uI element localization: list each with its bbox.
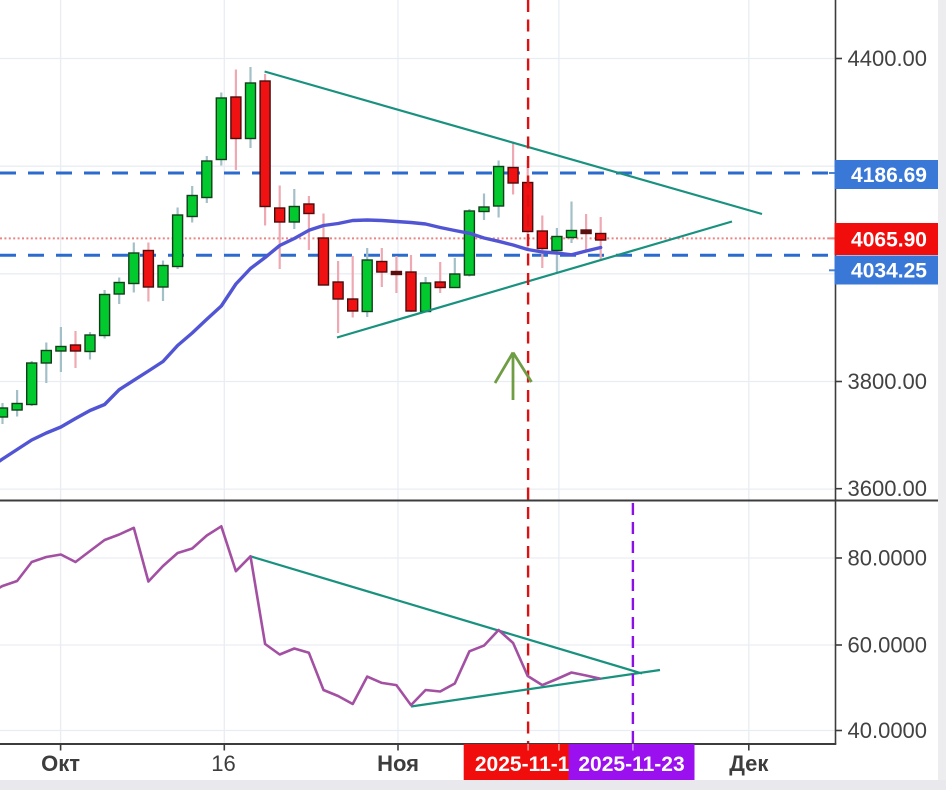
svg-text:2025-11-23: 2025-11-23	[578, 753, 684, 776]
svg-text:40.0000: 40.0000	[848, 718, 928, 743]
svg-text:2025-11-14: 2025-11-14	[475, 753, 582, 776]
svg-text:3800.00: 3800.00	[848, 369, 928, 394]
svg-text:3600.00: 3600.00	[848, 476, 928, 501]
svg-text:4065.90: 4065.90	[851, 229, 927, 252]
svg-text:Ноя: Ноя	[377, 751, 419, 776]
svg-text:60.0000: 60.0000	[848, 633, 928, 658]
svg-text:4186.69: 4186.69	[851, 164, 927, 187]
svg-text:80.0000: 80.0000	[848, 546, 928, 571]
svg-text:4034.25: 4034.25	[851, 260, 927, 283]
svg-text:4400.00: 4400.00	[848, 46, 928, 71]
svg-text:Дек: Дек	[729, 751, 769, 776]
svg-text:16: 16	[211, 751, 235, 776]
svg-text:Окт: Окт	[41, 751, 80, 776]
